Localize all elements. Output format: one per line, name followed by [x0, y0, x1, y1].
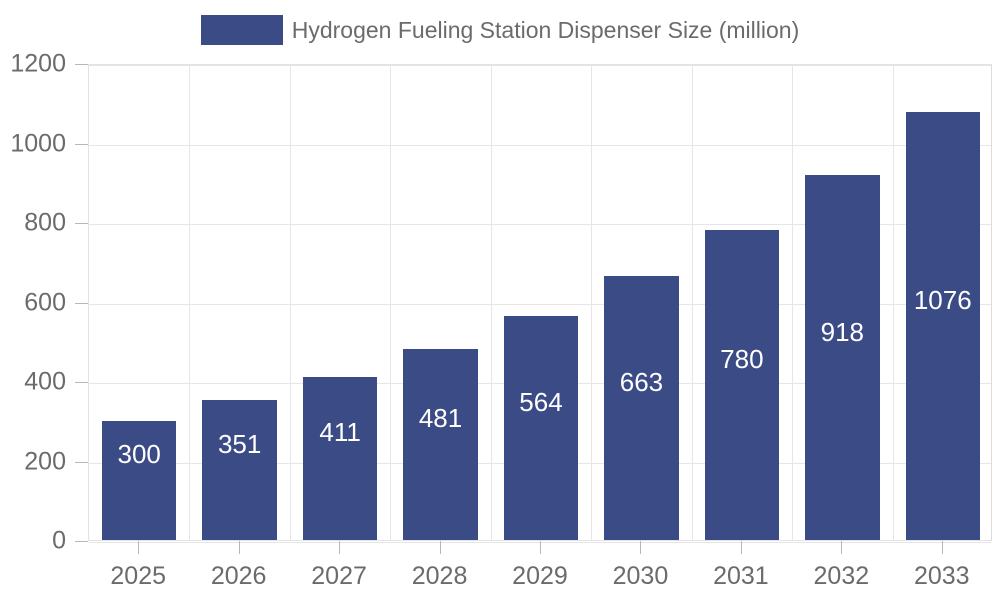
- bars-layer: 300 351 411 481 564 663 780 918 1076: [89, 65, 991, 540]
- bar-value-label-2030: 663: [619, 367, 664, 398]
- bar-slot: 1076: [893, 65, 993, 540]
- x-tick-label-2028: 2028: [411, 562, 468, 590]
- bar-value-label-2031: 780: [720, 343, 764, 374]
- x-tick-mark: [942, 541, 943, 554]
- x-tick-label-2031: 2031: [713, 562, 769, 590]
- bar-value-label-2033: 1076: [913, 285, 972, 316]
- x-axis: 2025 2026 2027 2028 2029 2030 2031 2032 2033: [88, 541, 992, 600]
- bar-2033[interactable]: 1076: [905, 112, 980, 540]
- bar-slot: 564: [491, 65, 591, 540]
- y-tick-mark: [75, 382, 88, 383]
- bar-value-label-2028: 481: [418, 403, 463, 434]
- bar-2030[interactable]: 663: [604, 276, 679, 540]
- bar-slot: 663: [591, 65, 691, 540]
- x-tick-label-2025: 2025: [110, 562, 167, 590]
- x-tick-mark: [138, 541, 139, 554]
- legend-label-series-1[interactable]: Hydrogen Fueling Station Dispenser Size …: [291, 16, 800, 43]
- y-tick-label-400: 400: [24, 367, 66, 396]
- chart-legend: Hydrogen Fueling Station Dispenser Size …: [0, 10, 1000, 50]
- x-tick-mark: [339, 541, 340, 554]
- y-tick-mark: [75, 462, 88, 463]
- bar-2027[interactable]: 411: [302, 376, 378, 540]
- bar-2029[interactable]: 564: [503, 315, 579, 540]
- y-tick-mark: [75, 541, 88, 542]
- y-tick-mark: [75, 64, 88, 65]
- bar-value-label-2026: 351: [217, 429, 262, 460]
- bar-value-label-2027: 411: [319, 417, 361, 448]
- bar-slot: 918: [792, 65, 892, 540]
- bar-slot: 300: [89, 65, 189, 540]
- x-tick-mark: [841, 541, 842, 554]
- y-tick-label-200: 200: [24, 447, 66, 475]
- x-tick-mark: [239, 541, 240, 554]
- y-tick-mark: [75, 223, 88, 224]
- bar-value-label-2025: 300: [117, 439, 161, 470]
- y-tick-mark: [75, 303, 88, 304]
- bar-2026[interactable]: 351: [202, 400, 277, 540]
- bar-slot: 351: [189, 65, 289, 540]
- x-tick-label-2026: 2026: [210, 562, 267, 590]
- x-tick-label-2032: 2032: [813, 562, 870, 590]
- y-tick-label-600: 600: [24, 288, 66, 316]
- y-tick-label-0: 0: [52, 526, 66, 555]
- y-tick-label-1000: 1000: [10, 129, 66, 157]
- x-tick-mark: [440, 541, 441, 554]
- bar-value-label-2029: 564: [519, 386, 563, 417]
- x-tick-mark: [741, 541, 742, 554]
- x-tick-mark: [540, 541, 541, 554]
- x-tick-label-2033: 2033: [913, 562, 970, 590]
- bar-2032[interactable]: 918: [805, 175, 880, 540]
- plot-area: 300 351 411 481 564 663 780 918 1076: [88, 64, 992, 543]
- y-tick-mark: [75, 144, 88, 145]
- y-axis: 0 200 400 600 800 1000 1200: [0, 0, 88, 600]
- x-tick-mark: [640, 541, 641, 554]
- bar-slot: 780: [692, 65, 792, 540]
- bar-2028[interactable]: 481: [403, 348, 478, 540]
- bar-slot: 411: [290, 65, 390, 540]
- x-tick-label-2030: 2030: [612, 562, 669, 590]
- legend-swatch-series-1[interactable]: [200, 15, 283, 45]
- y-tick-label-800: 800: [24, 208, 66, 237]
- x-tick-label-2027: 2027: [311, 562, 367, 590]
- y-tick-label-1200: 1200: [10, 49, 66, 78]
- bar-2025[interactable]: 300: [102, 420, 177, 540]
- bar-2031[interactable]: 780: [704, 229, 780, 540]
- bar-value-label-2032: 918: [820, 316, 865, 347]
- bar-slot: 481: [390, 65, 490, 540]
- x-tick-label-2029: 2029: [512, 562, 568, 590]
